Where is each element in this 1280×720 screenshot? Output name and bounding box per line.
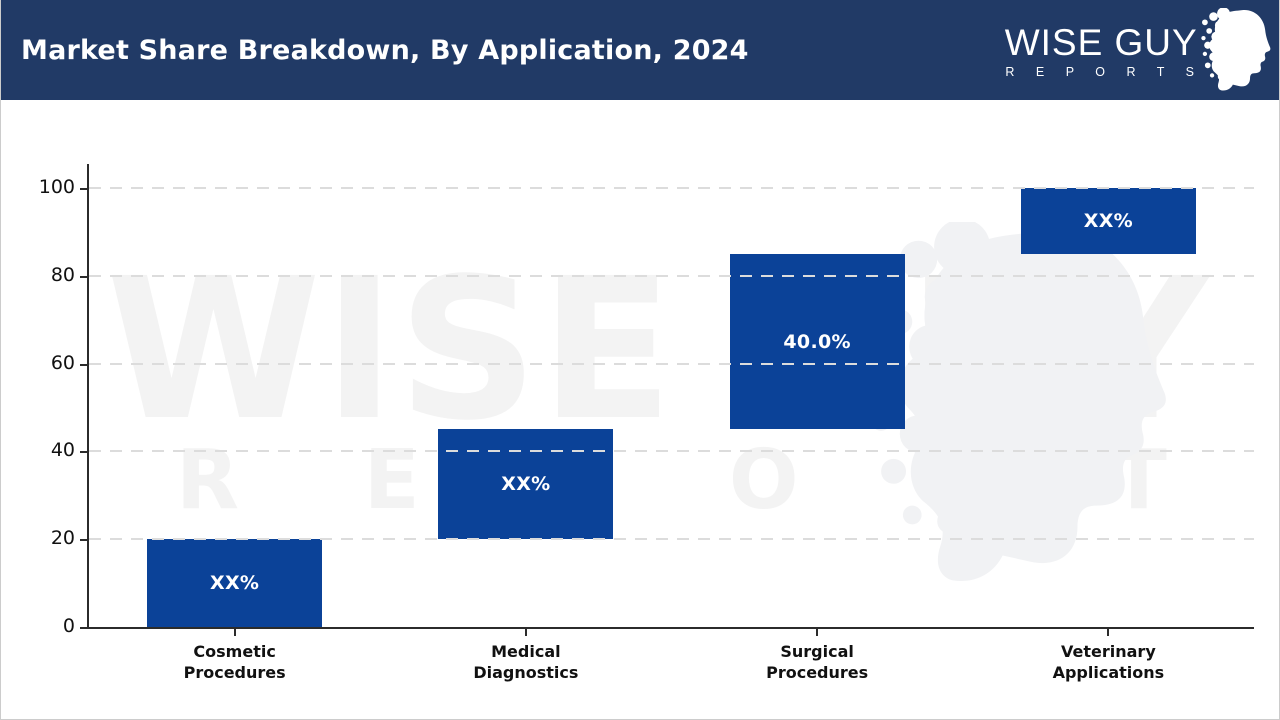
brand-subtitle: R E P O R T S xyxy=(1005,64,1203,79)
brand-name: WISE GUY xyxy=(1004,21,1198,63)
y-tick-label: 40 xyxy=(50,439,75,462)
bar-segment: XX% xyxy=(1020,188,1196,254)
chart-title: Market Share Breakdown, By Application, … xyxy=(21,34,749,66)
x-category-label: Surgical Procedures xyxy=(766,642,869,683)
bar-value-label: XX% xyxy=(210,572,260,595)
bar-segment: XX% xyxy=(147,539,323,627)
y-tick-label: 80 xyxy=(50,263,75,286)
gridline xyxy=(89,538,1254,541)
bar-value-label: XX% xyxy=(501,473,551,496)
x-tick-mark xyxy=(1107,629,1110,636)
bar-segment: 40.0% xyxy=(729,253,905,430)
y-axis-line xyxy=(87,164,89,629)
y-tick-label: 20 xyxy=(50,527,75,550)
gridline xyxy=(89,450,1254,453)
y-tick-label: 0 xyxy=(62,615,75,637)
y-tick-mark xyxy=(80,188,87,190)
bar-segment: XX% xyxy=(438,429,614,540)
gridline xyxy=(89,187,1254,189)
x-axis-line xyxy=(87,627,1254,629)
x-category-label: Medical Diagnostics xyxy=(473,642,579,683)
gridline xyxy=(89,274,1254,277)
x-tick-mark xyxy=(524,629,527,636)
y-tick-mark xyxy=(80,539,87,542)
y-tick-label: 60 xyxy=(50,351,75,374)
gridline xyxy=(89,362,1254,365)
x-tick-mark xyxy=(233,629,236,636)
x-category-label: Cosmetic Procedures xyxy=(183,642,286,683)
bar-value-label: XX% xyxy=(1083,209,1133,232)
x-tick-mark xyxy=(816,629,819,636)
y-tick-label: 100 xyxy=(38,176,75,198)
header-bar: Market Share Breakdown, By Application, … xyxy=(1,0,1279,100)
y-tick-mark xyxy=(80,363,87,366)
y-tick-mark xyxy=(80,627,87,629)
y-tick-mark xyxy=(80,275,87,278)
y-tick-mark xyxy=(80,451,87,454)
x-category-label: Veterinary Applications xyxy=(1052,642,1165,683)
brand-head-icon xyxy=(1201,8,1271,91)
bar-value-label: 40.0% xyxy=(783,330,851,353)
brand-logo: WISE GUY R E P O R T S xyxy=(999,8,1271,94)
